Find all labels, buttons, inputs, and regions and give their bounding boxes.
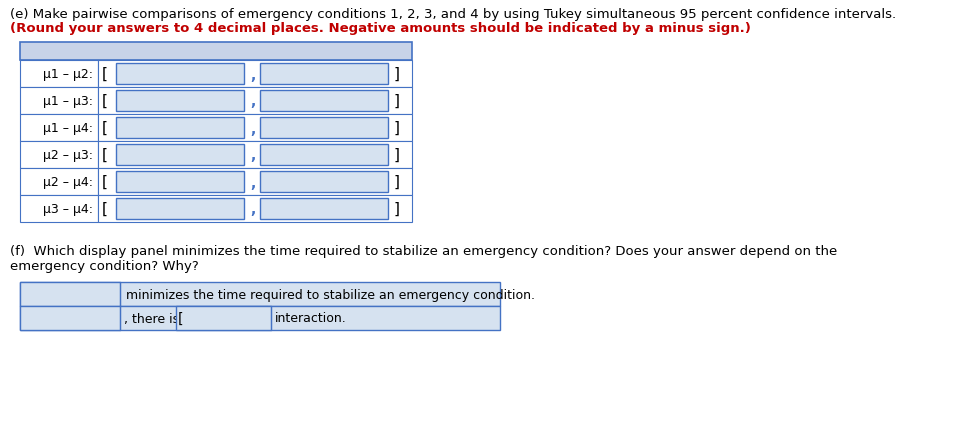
- Text: emergency condition? Why?: emergency condition? Why?: [10, 259, 199, 272]
- Text: [: [: [102, 121, 108, 136]
- Text: ,: ,: [250, 203, 255, 217]
- Bar: [20, 196, 98, 222]
- Text: [: [: [102, 202, 108, 216]
- Bar: [116, 172, 244, 193]
- Text: [: [: [22, 311, 27, 325]
- Bar: [20, 169, 98, 196]
- Bar: [98, 169, 412, 196]
- Text: ,: ,: [250, 122, 255, 136]
- Text: (e) Make pairwise comparisons of emergency conditions 1, 2, 3, and 4 by using Tu: (e) Make pairwise comparisons of emergen…: [10, 8, 895, 21]
- Text: [: [: [178, 311, 183, 325]
- Text: (Round your answers to 4 decimal places. Negative amounts should be indicated by: (Round your answers to 4 decimal places.…: [10, 22, 750, 35]
- Text: μ1 – μ4:: μ1 – μ4:: [43, 122, 93, 135]
- Bar: [20, 306, 499, 330]
- Text: [: [: [102, 94, 108, 109]
- Text: , there is: , there is: [124, 312, 179, 325]
- Text: [: [: [102, 67, 108, 82]
- Bar: [260, 91, 388, 112]
- Bar: [260, 144, 388, 166]
- Bar: [116, 144, 244, 166]
- Text: μ1 – μ2:: μ1 – μ2:: [43, 68, 93, 81]
- Bar: [116, 199, 244, 219]
- Bar: [98, 61, 412, 88]
- Bar: [98, 88, 412, 115]
- Text: ,: ,: [250, 95, 255, 109]
- Text: minimizes the time required to stabilize an emergency condition.: minimizes the time required to stabilize…: [126, 288, 535, 301]
- Bar: [260, 199, 388, 219]
- Text: ,: ,: [250, 149, 255, 163]
- Bar: [20, 88, 98, 115]
- Bar: [116, 118, 244, 139]
- Text: ,: ,: [250, 176, 255, 190]
- Text: ]: ]: [393, 121, 399, 136]
- Text: interaction.: interaction.: [275, 312, 346, 325]
- Bar: [260, 64, 388, 85]
- Bar: [116, 91, 244, 112]
- Text: [: [: [102, 147, 108, 163]
- Bar: [20, 283, 120, 306]
- Text: μ2 – μ3:: μ2 – μ3:: [43, 149, 93, 162]
- Bar: [20, 61, 98, 88]
- Bar: [98, 115, 412, 141]
- Bar: [98, 196, 412, 222]
- Text: ]: ]: [393, 94, 399, 109]
- Text: [: [: [102, 175, 108, 190]
- Bar: [98, 141, 412, 169]
- Text: μ2 – μ4:: μ2 – μ4:: [43, 175, 93, 189]
- Bar: [175, 306, 270, 330]
- Text: μ1 – μ3:: μ1 – μ3:: [43, 95, 93, 108]
- Text: ]: ]: [393, 175, 399, 190]
- Bar: [116, 64, 244, 85]
- Text: ,: ,: [250, 68, 255, 82]
- Text: ]: ]: [393, 67, 399, 82]
- Bar: [20, 283, 499, 306]
- Text: ]: ]: [393, 202, 399, 216]
- Text: (f)  Which display panel minimizes the time required to stabilize an emergency c: (f) Which display panel minimizes the ti…: [10, 244, 836, 258]
- Bar: [20, 115, 98, 141]
- Text: ]: ]: [393, 147, 399, 163]
- Bar: [20, 43, 412, 61]
- Bar: [260, 172, 388, 193]
- Text: μ3 – μ4:: μ3 – μ4:: [43, 203, 93, 215]
- Text: [: [: [22, 287, 27, 301]
- Bar: [260, 118, 388, 139]
- Bar: [20, 141, 98, 169]
- Bar: [20, 306, 120, 330]
